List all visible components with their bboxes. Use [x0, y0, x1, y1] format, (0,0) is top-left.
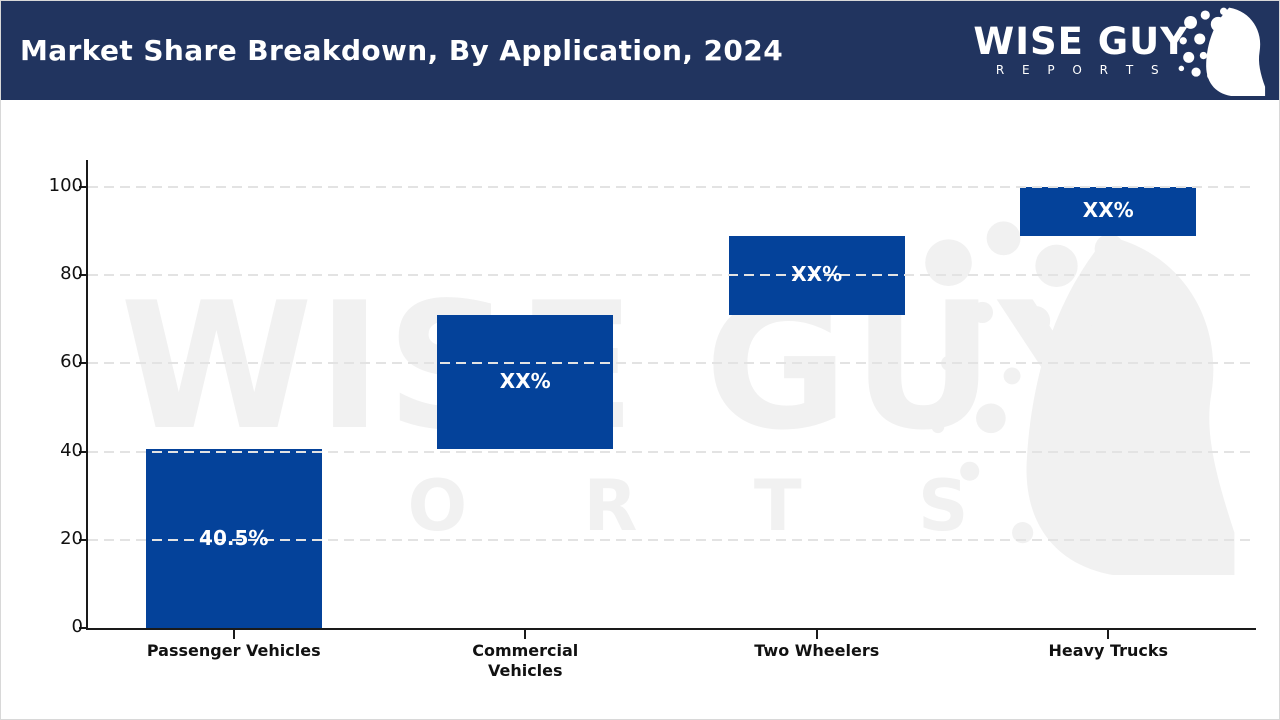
bar-value-label: XX%	[791, 262, 843, 287]
y-axis-tick-label: 80	[60, 263, 83, 285]
x-axis-category-label: Two Wheelers	[754, 641, 880, 660]
grid-line	[88, 274, 1254, 277]
y-axis-tick	[79, 186, 87, 188]
x-axis-tick	[232, 630, 235, 639]
bar-commercial-vehicles	[437, 314, 614, 450]
page-title: Market Share Breakdown, By Application, …	[20, 33, 784, 67]
watermark-face-icon	[885, 215, 1245, 579]
grid-line	[88, 186, 1254, 188]
y-axis-tick-label: 0	[71, 616, 83, 637]
bar-value-label: 40.5%	[199, 525, 269, 550]
wise-guy-reports-logo: WISE GUY R E P O R T S	[973, 4, 1266, 96]
logo-wordmark: WISE GUY R E P O R T S	[973, 23, 1188, 77]
x-axis-category-label: Heavy Trucks	[1048, 641, 1169, 660]
bar-value-label: XX%	[1082, 198, 1134, 223]
y-axis-tick	[79, 627, 87, 629]
y-axis-tick	[79, 362, 87, 365]
header-banner: Market Share Breakdown, By Application, …	[0, 0, 1280, 100]
y-axis-tick	[79, 274, 87, 277]
logo-face-icon	[1174, 4, 1266, 96]
x-axis-tick	[524, 630, 527, 639]
x-axis-tick	[1107, 630, 1110, 639]
y-axis-line	[86, 160, 88, 630]
logo-brand-subtitle: R E P O R T S	[995, 63, 1166, 77]
y-axis-tick	[79, 450, 87, 453]
logo-brand-name: WISE GUY	[973, 20, 1188, 63]
y-axis-tick-label: 100	[48, 175, 83, 196]
y-axis-tick-label: 60	[60, 351, 83, 373]
grid-line	[88, 362, 1254, 365]
y-axis-tick-label: 40	[60, 439, 83, 461]
grid-line	[88, 538, 1254, 541]
y-axis-tick-label: 20	[60, 527, 83, 549]
x-axis-line	[86, 628, 1256, 630]
bar-passenger-vehicles	[145, 449, 322, 628]
x-axis-category-label: Passenger Vehicles	[146, 641, 321, 660]
bar-value-label: XX%	[499, 369, 551, 394]
watermark-text: WISE GUY P O R T S	[120, 280, 1129, 547]
watermark-brand-subtitle: P O R T S	[240, 465, 1015, 547]
x-axis-tick	[815, 630, 818, 639]
x-axis-category-label: Commercial Vehicles	[472, 641, 579, 680]
grid-line	[88, 450, 1254, 453]
watermark-brand-name: WISE GUY	[120, 266, 1130, 469]
bar-heavy-trucks	[1020, 187, 1197, 236]
y-axis-tick	[79, 538, 87, 541]
